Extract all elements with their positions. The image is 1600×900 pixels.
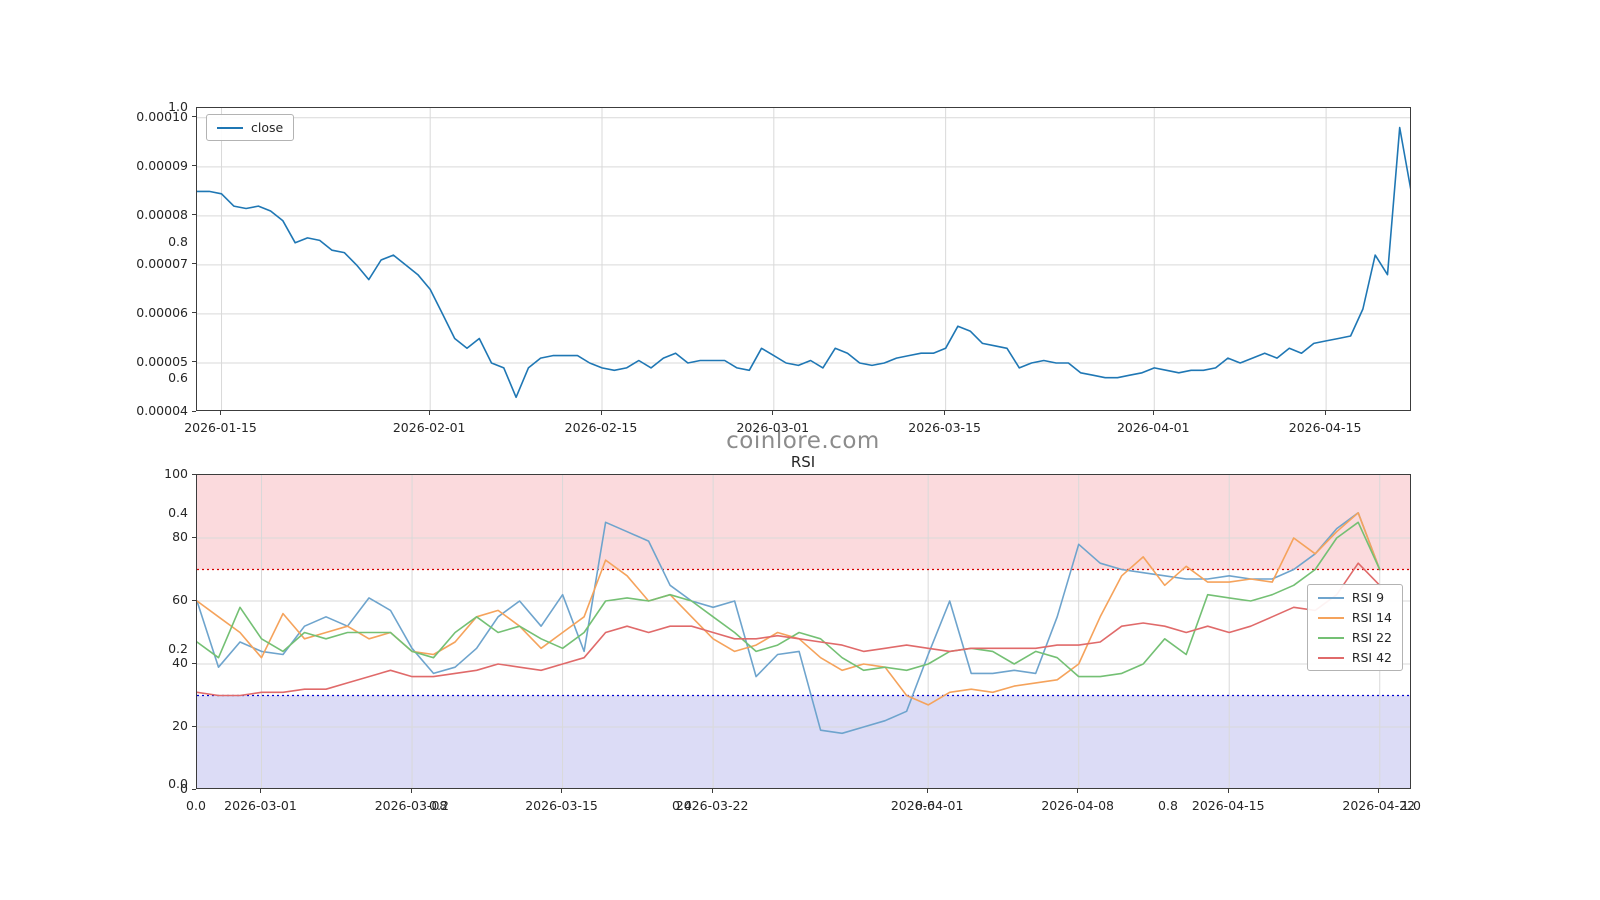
legend-entry: RSI 22 [1317, 630, 1392, 645]
rsi-22-line-sample [1317, 636, 1344, 639]
close-line [197, 126, 1410, 399]
overlay-y-tick-label: 1.0 [168, 99, 188, 114]
overlay-y-tick-label: 0.8 [168, 234, 188, 250]
overlay-x-tick-label: 0.0 [186, 798, 206, 813]
rsi-42-line-sample [1317, 656, 1344, 659]
overlay-y-tick-label: 0.6 [168, 369, 188, 385]
y-tick-label: 60 [172, 592, 188, 607]
legend-entry: close [217, 120, 283, 135]
price-legend: close [206, 114, 295, 141]
overlay-x-tick-label: 0.2 [429, 798, 449, 813]
rsi-title: RSI [790, 453, 816, 471]
x-tick-label: 2026-04-22 [1342, 798, 1416, 813]
y-tick-label: 100 [164, 466, 188, 481]
tick-mark [410, 789, 412, 793]
tick-mark [1227, 789, 1229, 793]
tick-mark [192, 361, 196, 363]
tick-mark [1324, 411, 1326, 415]
rsi-14-line-sample [1317, 616, 1344, 619]
tick-mark [260, 789, 261, 793]
y-tick-label: 0.00009 [136, 157, 188, 173]
x-tick-label: 2026-04-15 [1288, 420, 1362, 435]
watermark: coinlore.com [726, 428, 880, 454]
tick-mark [192, 788, 196, 790]
tick-mark [192, 116, 196, 118]
close-legend-label: close [251, 120, 284, 135]
x-tick-label: 2026-03-01 [736, 420, 810, 435]
tick-mark [192, 599, 196, 601]
y-tick-label: 0 [180, 781, 188, 796]
y-tick-label: 40 [172, 655, 188, 670]
tick-mark [711, 789, 713, 793]
legend-label: RSI 14 [1351, 610, 1392, 625]
y-tick-label: 0.00008 [136, 206, 188, 222]
overlay-x-tick-label: 0.6 [915, 798, 935, 813]
y-tick-label: 0.00010 [136, 108, 188, 124]
x-tick-label: 2026-03-01 [224, 798, 297, 813]
tick-mark [192, 312, 196, 314]
tick-mark [192, 410, 196, 412]
x-tick-label: 2026-03-08 [374, 798, 448, 813]
y-tick-label: 0.00004 [136, 403, 188, 418]
x-tick-label: 2026-01-15 [184, 420, 257, 435]
rsi-22-line [197, 521, 1381, 678]
rsi-legend: RSI 9 RSI 14 RSI 22 RSI 42 [1306, 584, 1403, 671]
x-tick-label: 2026-03-15 [525, 798, 598, 813]
price-chart: close [196, 107, 1411, 411]
rsi-42-line [197, 562, 1381, 697]
tick-mark [1378, 789, 1380, 793]
oversold-band [197, 695, 1410, 788]
close-line-sample [217, 126, 243, 129]
tick-mark [944, 411, 946, 415]
overbought-band [197, 475, 1410, 570]
y-tick-label: 0.00007 [136, 255, 188, 271]
tick-mark [192, 473, 196, 475]
tick-mark [926, 789, 928, 793]
tick-mark [192, 725, 196, 727]
y-tick-label: 80 [172, 529, 188, 544]
x-tick-label: 2026-04-15 [1191, 798, 1265, 813]
x-tick-label: 2026-04-01 [1116, 420, 1190, 435]
tick-mark [772, 411, 774, 415]
y-tick-label: 0.00005 [136, 353, 188, 369]
overlay-y-tick-label: 0.0 [168, 776, 188, 791]
x-tick-label: 2026-04-08 [1041, 798, 1114, 813]
y-tick-label: 20 [172, 718, 188, 733]
x-tick-label: 2026-02-15 [564, 420, 638, 435]
rsi-9-line-sample [1317, 596, 1344, 599]
y-tick-label: 0.00006 [136, 304, 188, 320]
legend-entry: RSI 42 [1317, 650, 1392, 665]
tick-mark [192, 263, 196, 265]
tick-mark [220, 411, 222, 415]
legend-entry: RSI 14 [1317, 610, 1392, 625]
rsi-chart-svg [197, 475, 1410, 788]
rsi-chart: RSI 9 RSI 14 RSI 22 RSI 42 [196, 474, 1411, 789]
overlay-x-tick-label: 1.0 [1401, 798, 1421, 813]
tick-mark [428, 411, 430, 415]
rsi-9-line [197, 511, 1381, 735]
overlay-y-tick-label: 0.2 [168, 640, 188, 656]
overlay-y-tick-label: 0.4 [168, 505, 188, 521]
tick-mark [192, 214, 196, 216]
legend-label: RSI 9 [1351, 590, 1385, 605]
price-chart-svg [197, 108, 1410, 410]
tick-mark [192, 662, 196, 664]
x-tick-label: 2026-03-15 [908, 420, 981, 435]
overlay-x-tick-label: 0.8 [1158, 798, 1178, 813]
legend-entry: RSI 9 [1317, 590, 1392, 605]
tick-mark [1152, 411, 1154, 415]
x-tick-label: 2026-02-01 [392, 420, 466, 435]
tick-mark [561, 789, 563, 793]
tick-mark [600, 411, 602, 415]
tick-mark [192, 536, 196, 538]
tick-mark [1077, 789, 1079, 793]
x-tick-label: 2026-03-22 [675, 798, 749, 813]
legend-label: RSI 22 [1351, 630, 1392, 645]
overlay-x-tick-label: 0.4 [672, 798, 692, 813]
legend-label: RSI 42 [1351, 650, 1392, 665]
tick-mark [192, 165, 196, 167]
x-tick-label: 2026-04-01 [890, 798, 964, 813]
